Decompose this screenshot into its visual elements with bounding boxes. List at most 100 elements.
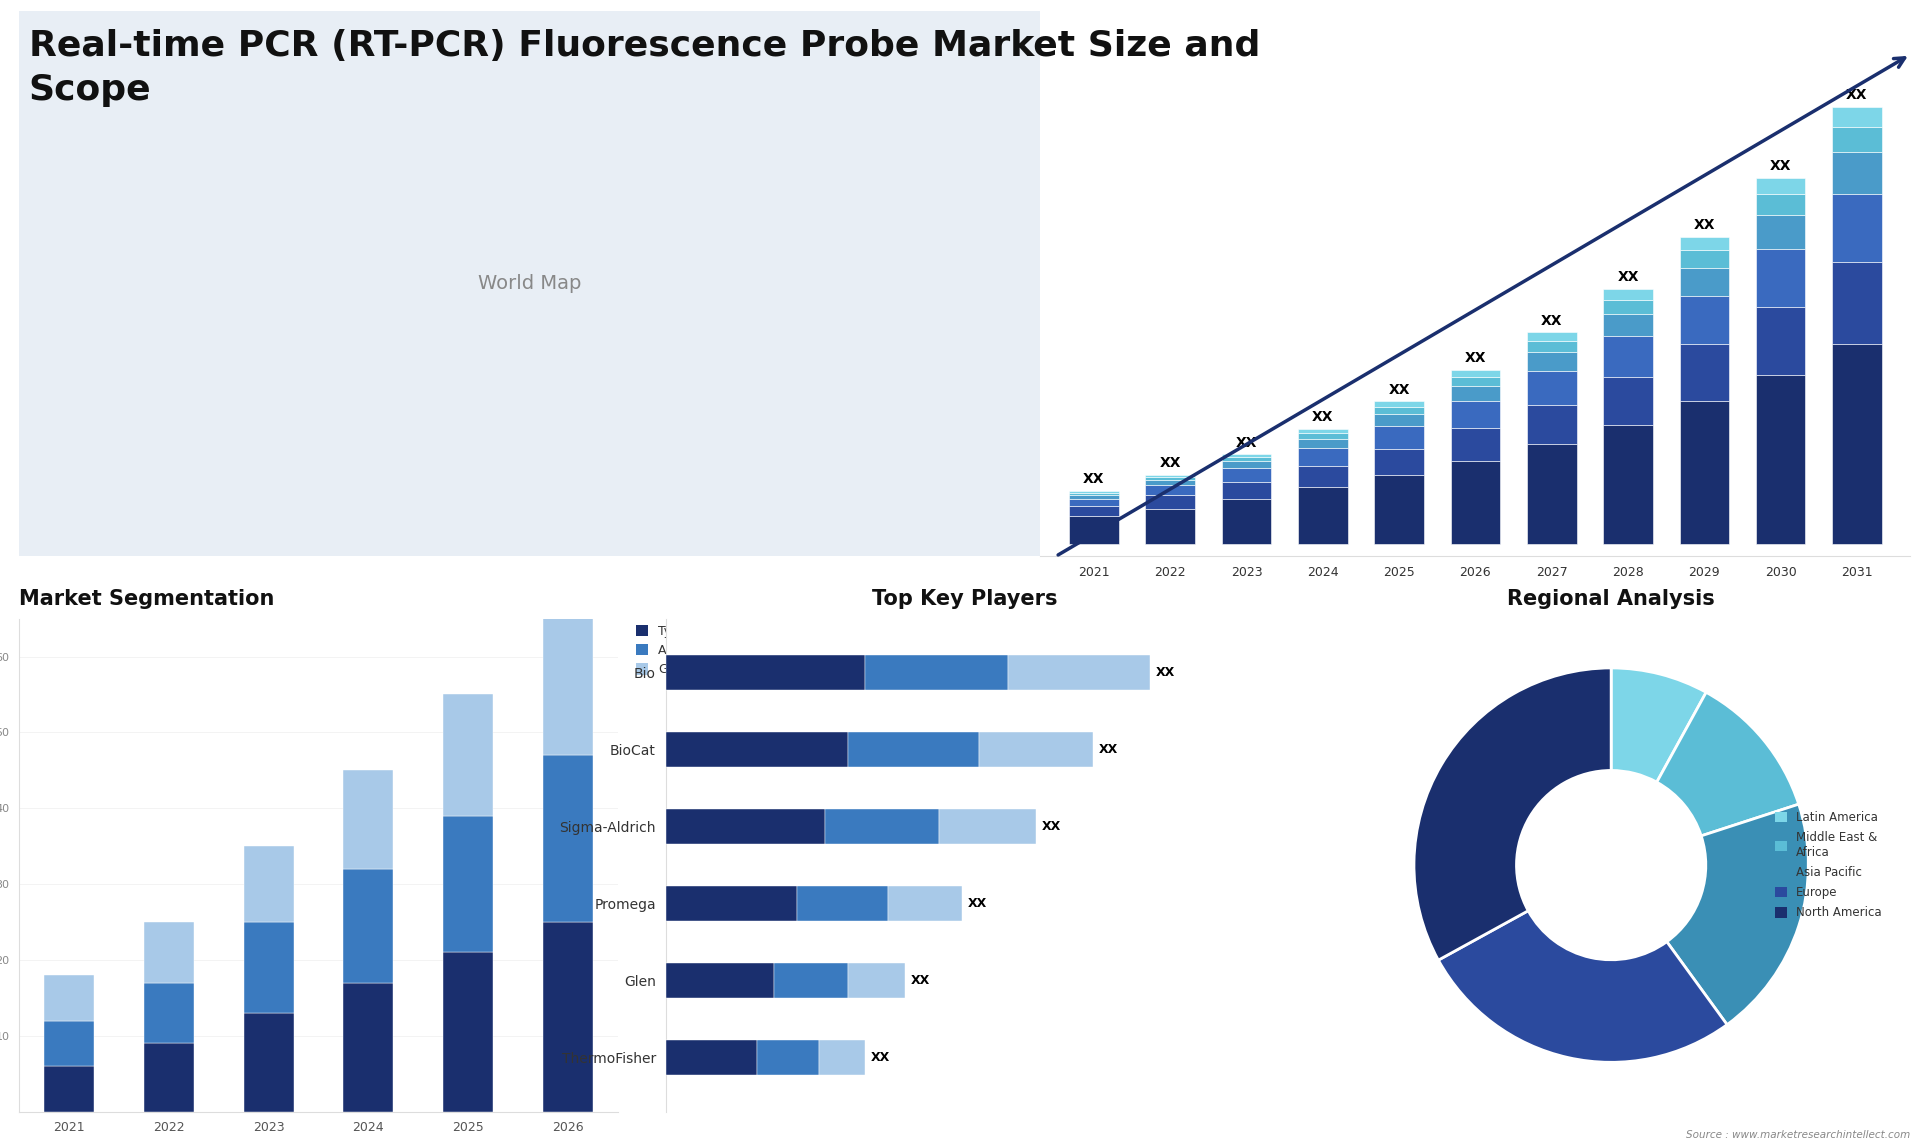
Bar bbox=[1452, 377, 1500, 386]
Bar bbox=[1757, 178, 1805, 194]
Text: Real-time PCR (RT-PCR) Fluorescence Probe Market Size and
Scope: Real-time PCR (RT-PCR) Fluorescence Prob… bbox=[29, 29, 1260, 108]
Bar bbox=[1375, 449, 1425, 476]
Bar bbox=[1526, 444, 1576, 544]
Bar bbox=[1375, 401, 1425, 407]
Bar bbox=[1375, 414, 1425, 426]
Text: XX: XX bbox=[1083, 472, 1104, 486]
Bar bbox=[1298, 448, 1348, 465]
Bar bbox=[1146, 495, 1194, 509]
Bar bbox=[1069, 495, 1119, 499]
Bar bbox=[1680, 344, 1730, 401]
Wedge shape bbox=[1413, 668, 1611, 960]
Bar bbox=[1069, 507, 1119, 516]
Bar bbox=[1069, 516, 1119, 544]
Bar bbox=[1680, 296, 1730, 344]
Text: XX: XX bbox=[1236, 435, 1258, 449]
Bar bbox=[774, 964, 849, 998]
Bar bbox=[543, 604, 593, 755]
Bar bbox=[1221, 461, 1271, 468]
Bar bbox=[1298, 465, 1348, 487]
Bar bbox=[1526, 353, 1576, 371]
Bar bbox=[1757, 375, 1805, 544]
Polygon shape bbox=[1619, 45, 1738, 124]
Text: XX: XX bbox=[1311, 410, 1334, 424]
Text: World Map: World Map bbox=[478, 274, 582, 293]
Text: XX: XX bbox=[1160, 456, 1181, 470]
Bar bbox=[144, 923, 194, 982]
Bar bbox=[1298, 439, 1348, 448]
Bar bbox=[1298, 429, 1348, 433]
Bar bbox=[1832, 262, 1882, 344]
Wedge shape bbox=[1657, 692, 1799, 835]
Bar bbox=[244, 1013, 294, 1112]
Bar bbox=[1069, 499, 1119, 507]
Bar bbox=[543, 755, 593, 923]
Text: XX: XX bbox=[1098, 743, 1117, 756]
Bar bbox=[666, 732, 849, 767]
Bar bbox=[1757, 249, 1805, 307]
Bar bbox=[1069, 493, 1119, 495]
Text: RESEARCH: RESEARCH bbox=[1826, 66, 1889, 77]
Bar bbox=[1146, 474, 1194, 477]
Text: Source : www.marketresearchintellect.com: Source : www.marketresearchintellect.com bbox=[1686, 1130, 1910, 1140]
Bar bbox=[1146, 509, 1194, 544]
Text: XX: XX bbox=[1847, 88, 1868, 102]
FancyBboxPatch shape bbox=[19, 11, 1041, 556]
Bar bbox=[666, 809, 826, 843]
Text: XX: XX bbox=[1693, 218, 1715, 233]
Text: XX: XX bbox=[1465, 351, 1486, 366]
Text: INTELLECT: INTELLECT bbox=[1826, 89, 1874, 99]
Bar bbox=[1375, 407, 1425, 414]
Bar bbox=[1452, 401, 1500, 429]
Legend: Latin America, Middle East &
Africa, Asia Pacific, Europe, North America: Latin America, Middle East & Africa, Asi… bbox=[1774, 811, 1882, 919]
Bar bbox=[1603, 425, 1653, 544]
Bar bbox=[1221, 499, 1271, 544]
Bar bbox=[244, 846, 294, 923]
Title: Regional Analysis: Regional Analysis bbox=[1507, 589, 1715, 609]
Bar bbox=[826, 809, 939, 843]
Bar bbox=[1757, 194, 1805, 214]
Bar bbox=[666, 964, 774, 998]
Wedge shape bbox=[1438, 911, 1728, 1062]
Bar bbox=[849, 964, 904, 998]
Bar bbox=[979, 732, 1092, 767]
Text: XX: XX bbox=[1043, 821, 1062, 833]
Text: XX: XX bbox=[1617, 270, 1640, 284]
Bar bbox=[1298, 487, 1348, 544]
Bar bbox=[1603, 289, 1653, 299]
Bar bbox=[1375, 476, 1425, 544]
Bar bbox=[1680, 268, 1730, 296]
Text: XX: XX bbox=[910, 974, 929, 987]
Bar bbox=[144, 1043, 194, 1112]
Bar bbox=[1452, 370, 1500, 377]
Bar bbox=[866, 656, 1008, 690]
Bar bbox=[1832, 107, 1882, 127]
Bar bbox=[1603, 337, 1653, 377]
Bar bbox=[1832, 127, 1882, 152]
Bar bbox=[666, 656, 866, 690]
Bar bbox=[344, 770, 394, 869]
Bar bbox=[444, 816, 493, 952]
Bar bbox=[1526, 405, 1576, 444]
Bar bbox=[1146, 485, 1194, 495]
Bar bbox=[1146, 477, 1194, 480]
Bar bbox=[887, 886, 962, 921]
Bar bbox=[666, 886, 797, 921]
Bar bbox=[444, 694, 493, 816]
Text: XX: XX bbox=[1542, 314, 1563, 328]
Bar bbox=[1452, 386, 1500, 401]
Bar bbox=[797, 886, 887, 921]
Bar bbox=[144, 982, 194, 1043]
Bar bbox=[1221, 468, 1271, 482]
Bar bbox=[1452, 429, 1500, 461]
Wedge shape bbox=[1611, 668, 1707, 783]
Text: MARKET: MARKET bbox=[1826, 45, 1876, 54]
Bar bbox=[1298, 433, 1348, 439]
Wedge shape bbox=[1667, 804, 1809, 1025]
Bar bbox=[1526, 332, 1576, 342]
Text: XX: XX bbox=[1388, 383, 1409, 397]
Bar bbox=[44, 1066, 94, 1112]
Bar bbox=[44, 1021, 94, 1066]
Text: Market Segmentation: Market Segmentation bbox=[19, 589, 275, 609]
Bar bbox=[1221, 457, 1271, 461]
